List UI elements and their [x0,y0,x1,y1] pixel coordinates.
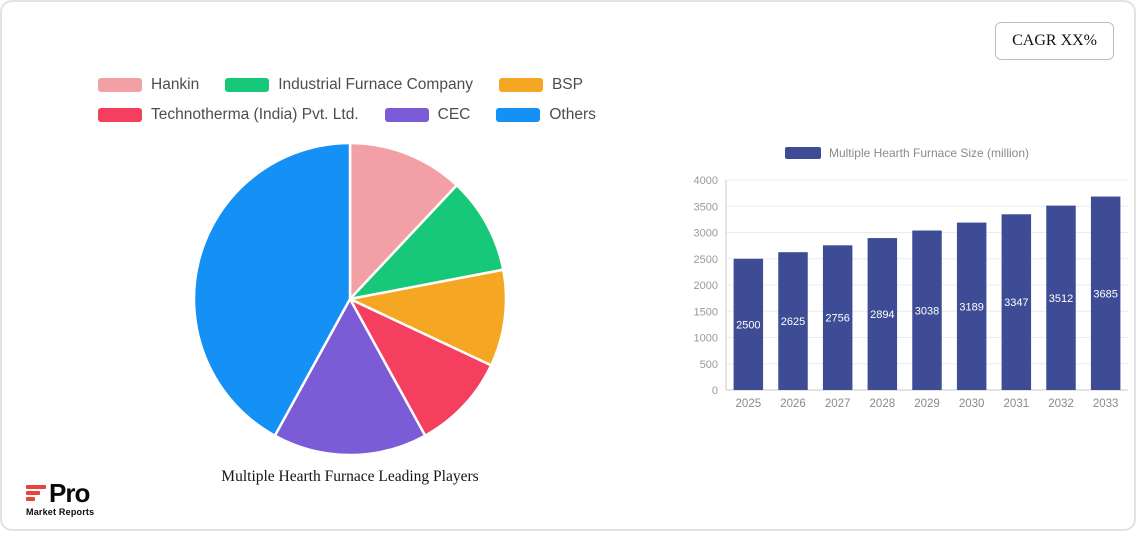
x-axis-tick-label: 2028 [870,398,896,410]
x-axis-tick-label: 2030 [959,398,985,410]
pie-legend-item: Technotherma (India) Pvt. Ltd. [98,106,359,124]
y-axis-tick-label: 2000 [694,280,718,292]
legend-label: Others [549,106,596,123]
pie-legend-item: Others [496,106,596,124]
bar [1090,196,1121,390]
bar-legend-swatch [784,147,821,159]
y-axis-tick-label: 1000 [694,333,718,345]
cagr-badge: CAGR XX% [995,22,1114,60]
y-axis-tick-label: 2500 [694,254,718,266]
x-axis-tick-label: 2029 [914,398,940,410]
x-axis-tick-label: 2027 [825,398,851,410]
legend-swatch-icon [98,108,142,122]
legend-label: Technotherma (India) Pvt. Ltd. [151,106,359,123]
legend-label: CEC [437,106,471,123]
bar [867,238,898,390]
brand-logo: Pro Market Reports [26,480,94,517]
bar-value-label: 3189 [959,301,983,313]
bar-value-label: 3512 [1049,293,1073,305]
pie-slice [348,297,493,437]
bar [956,222,987,390]
pie-legend-item: Industrial Furnace Company [225,76,473,94]
bar-chart-block: Multiple Hearth Furnace Size (million) 0… [678,144,1134,421]
bar-value-label: 2500 [736,319,760,331]
bar [733,258,764,390]
x-axis-tick-label: 2032 [1048,398,1074,410]
bar [1001,214,1032,390]
legend-label: Hankin [151,76,200,93]
pie-legend-item: BSP [498,76,583,94]
pie-slice [348,268,508,367]
legend-swatch-icon [98,78,142,92]
y-axis-tick-label: 4000 [694,175,718,187]
pie-legend-item: CEC [384,106,471,124]
legend-swatch-icon [225,78,270,92]
pie-slice [192,141,352,437]
pie-chart [192,141,508,457]
y-axis-tick-label: 3000 [694,228,718,240]
bar [822,245,853,390]
bar [912,230,942,390]
y-axis-tick-label: 3500 [694,201,718,213]
bar-value-label: 3685 [1093,288,1117,300]
bar-value-label: 3347 [1004,297,1028,309]
pie-chart-wrap [190,139,510,459]
logo-brand-text: Pro [49,478,90,508]
bar-value-label: 2756 [825,313,849,325]
bar-legend: Multiple Hearth Furnace Size (million) [678,144,1134,162]
pie-slice [348,184,505,301]
y-axis-tick-label: 1500 [694,306,718,318]
bar [778,252,808,390]
bar-chart: 0 500 1000 1500 2000 2500 3000 3500 4000 2500 2025… [694,175,1128,410]
legend-label: Industrial Furnace Company [278,76,473,93]
x-axis-tick-label: 2031 [1004,398,1030,410]
bar-value-label: 3038 [915,305,939,317]
bar-value-label: 2894 [870,309,894,321]
bar [1046,205,1076,390]
legend-swatch-icon [498,78,543,92]
pie-legend: Hankin Industrial Furnace Company BSP Techn… [98,76,658,124]
y-axis-tick-label: 0 [712,385,718,397]
x-axis-tick-label: 2026 [780,398,806,410]
pie-slice [273,297,427,457]
logo-bars-icon [26,485,46,501]
bar-value-label: 2625 [781,316,805,328]
x-axis-tick-label: 2025 [736,398,762,410]
pie-legend-item: Hankin [98,76,199,94]
legend-swatch-icon [496,108,541,122]
cagr-label: CAGR XX% [1012,32,1097,49]
x-axis-tick-label: 2033 [1093,398,1119,410]
y-axis-tick-label: 500 [700,359,718,371]
pie-chart-title: Multiple Hearth Furnace Leading Players [221,468,479,485]
legend-label: BSP [551,76,583,93]
legend-swatch-icon [384,108,429,122]
bar-legend-label: Multiple Hearth Furnace Size (million) [828,146,1030,160]
pie-slice [348,141,459,301]
logo-subtitle-text: Market Reports [26,507,95,517]
